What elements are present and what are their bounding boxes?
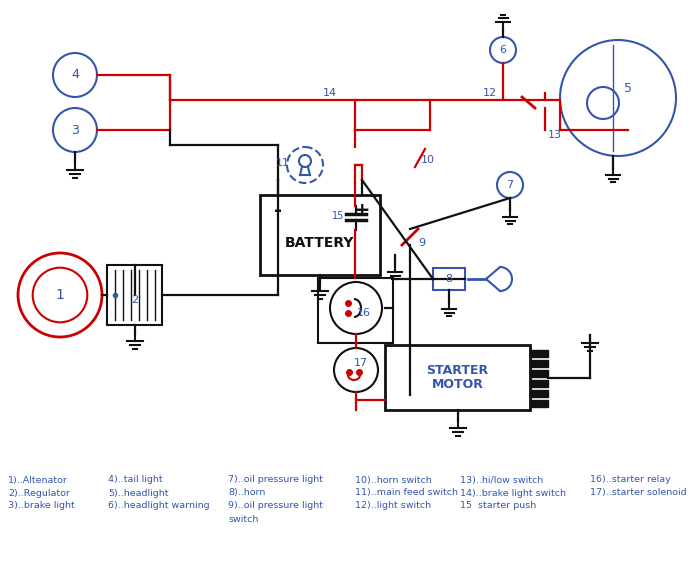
Text: 3: 3 — [71, 123, 79, 136]
Text: 4: 4 — [71, 68, 79, 82]
Text: -: - — [274, 200, 282, 220]
Text: 7)..oil pressure light: 7)..oil pressure light — [228, 475, 323, 484]
Text: 17: 17 — [354, 358, 368, 368]
Text: 17)..starter solenoid: 17)..starter solenoid — [590, 488, 687, 498]
Text: 4)..tail light: 4)..tail light — [108, 475, 162, 484]
Bar — [260, 195, 380, 275]
Text: 5: 5 — [624, 82, 632, 95]
Text: 10)..horn switch: 10)..horn switch — [355, 475, 432, 484]
Text: 14: 14 — [323, 88, 337, 98]
Text: 9: 9 — [419, 238, 426, 248]
Text: 16: 16 — [357, 308, 371, 318]
Text: 5)..headlight: 5)..headlight — [108, 488, 169, 498]
Text: 6)..headlight warning: 6)..headlight warning — [108, 501, 209, 511]
Text: 8: 8 — [445, 274, 453, 284]
Text: 11: 11 — [276, 158, 290, 168]
Polygon shape — [530, 370, 548, 377]
Polygon shape — [530, 390, 548, 397]
Text: 8)..horn: 8)..horn — [228, 488, 265, 498]
Text: 13: 13 — [548, 130, 562, 140]
Text: 2: 2 — [131, 295, 138, 305]
Text: 1)..Altenator: 1)..Altenator — [8, 475, 68, 484]
Bar — [318, 278, 393, 343]
Bar — [433, 268, 465, 290]
Text: 10: 10 — [421, 155, 435, 165]
Bar — [385, 345, 530, 410]
Polygon shape — [530, 360, 548, 367]
Text: STARTER
MOTOR: STARTER MOTOR — [426, 363, 489, 392]
Text: 13)..hi/low switch: 13)..hi/low switch — [460, 475, 543, 484]
Text: 12)..light switch: 12)..light switch — [355, 501, 431, 511]
Polygon shape — [530, 400, 548, 407]
Text: 7: 7 — [506, 180, 514, 190]
Text: BATTERY: BATTERY — [286, 236, 355, 250]
Text: 15: 15 — [332, 211, 344, 221]
Text: 6: 6 — [500, 45, 507, 55]
Text: 1: 1 — [55, 288, 64, 302]
Polygon shape — [530, 380, 548, 387]
Text: 14)..brake light switch: 14)..brake light switch — [460, 488, 566, 498]
Text: 15  starter push: 15 starter push — [460, 501, 536, 511]
Text: 9)..oil pressure light: 9)..oil pressure light — [228, 501, 323, 511]
Text: 3)..brake light: 3)..brake light — [8, 501, 75, 511]
Text: 11)..main feed switch: 11)..main feed switch — [355, 488, 458, 498]
Text: 12: 12 — [483, 88, 497, 98]
Text: 2)..Regulator: 2)..Regulator — [8, 488, 70, 498]
Text: 16)..starter relay: 16)..starter relay — [590, 475, 671, 484]
Text: switch: switch — [228, 514, 258, 524]
Polygon shape — [530, 350, 548, 357]
Text: +: + — [354, 200, 370, 220]
Bar — [107, 265, 162, 325]
